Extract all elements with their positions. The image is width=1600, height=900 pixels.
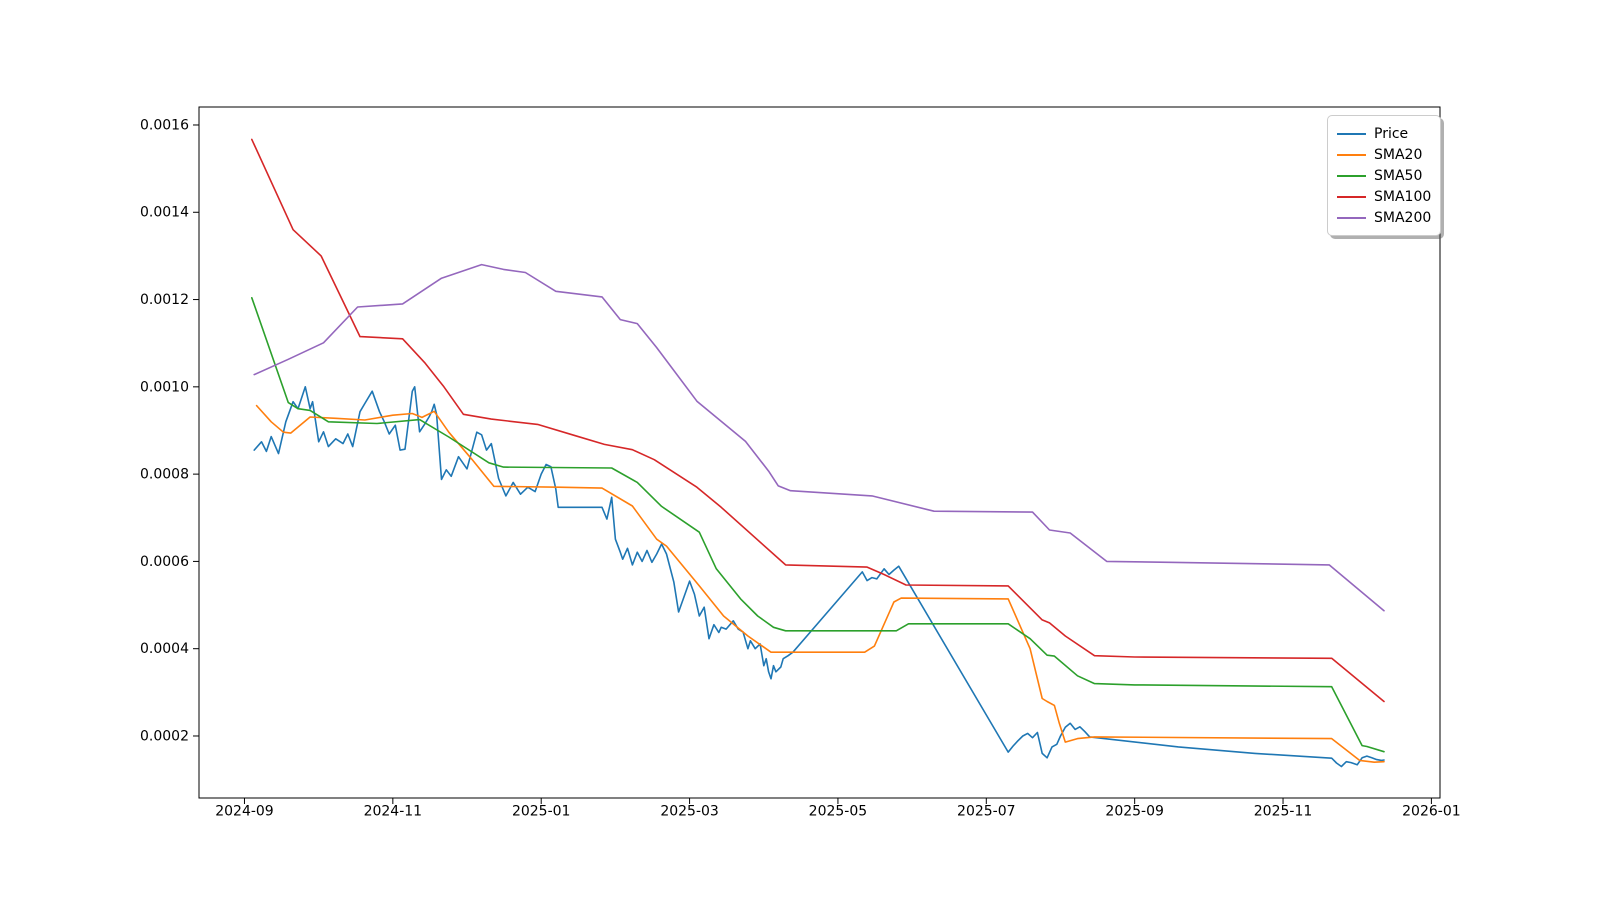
- legend-swatch-sma50: [1337, 174, 1366, 177]
- legend-label: SMA50: [1374, 167, 1423, 184]
- legend-label: SMA100: [1374, 188, 1432, 205]
- y-tick-label: 0.0002: [140, 728, 189, 744]
- legend-item-sma50: SMA50: [1337, 165, 1431, 186]
- y-tick-label: 0.0010: [140, 379, 189, 395]
- x-tick-label: 2025-05: [809, 804, 868, 820]
- legend-item-sma100: SMA100: [1337, 186, 1431, 207]
- legend-label: Price: [1374, 125, 1409, 142]
- series-line-sma200: [253, 263, 1385, 612]
- x-tick-label: 2025-09: [1105, 804, 1164, 820]
- legend-item-sma20: SMA20: [1337, 144, 1431, 165]
- y-tick-label: 0.0006: [140, 554, 189, 570]
- series-line-sma20: [255, 404, 1385, 764]
- y-tick-label: 0.0004: [140, 641, 189, 657]
- legend-swatch-sma200: [1337, 216, 1366, 219]
- legend-swatch-price: [1337, 132, 1366, 135]
- y-tick-label: 0.0016: [140, 117, 189, 133]
- legend-swatch-sma20: [1337, 153, 1366, 156]
- x-tick-label: 2025-07: [957, 804, 1016, 820]
- axes-frame: [198, 106, 1441, 799]
- series-group: [251, 138, 1385, 768]
- legend: Price SMA20 SMA50 SMA100 SMA200: [1327, 115, 1442, 236]
- series-line-sma100: [251, 138, 1385, 703]
- x-tick-label: 2025-03: [660, 804, 719, 820]
- series-line-price: [253, 385, 1385, 768]
- y-tick-label: 0.0014: [140, 205, 189, 221]
- y-tick-label: 0.0012: [140, 292, 189, 308]
- x-tick-label: 2025-01: [512, 804, 571, 820]
- x-tick-label: 2024-11: [364, 804, 423, 820]
- y-tick-label: 0.0008: [140, 467, 189, 483]
- x-tick-label: 2025-11: [1254, 804, 1313, 820]
- legend-item-sma200: SMA200: [1337, 207, 1431, 228]
- x-tick-label: 2024-09: [215, 804, 274, 820]
- legend-item-price: Price: [1337, 123, 1431, 144]
- legend-swatch-sma100: [1337, 195, 1366, 198]
- series-line-sma50: [251, 296, 1385, 753]
- legend-label: SMA20: [1374, 146, 1423, 163]
- x-tick-label: 2026-01: [1402, 804, 1461, 820]
- legend-label: SMA200: [1374, 209, 1432, 226]
